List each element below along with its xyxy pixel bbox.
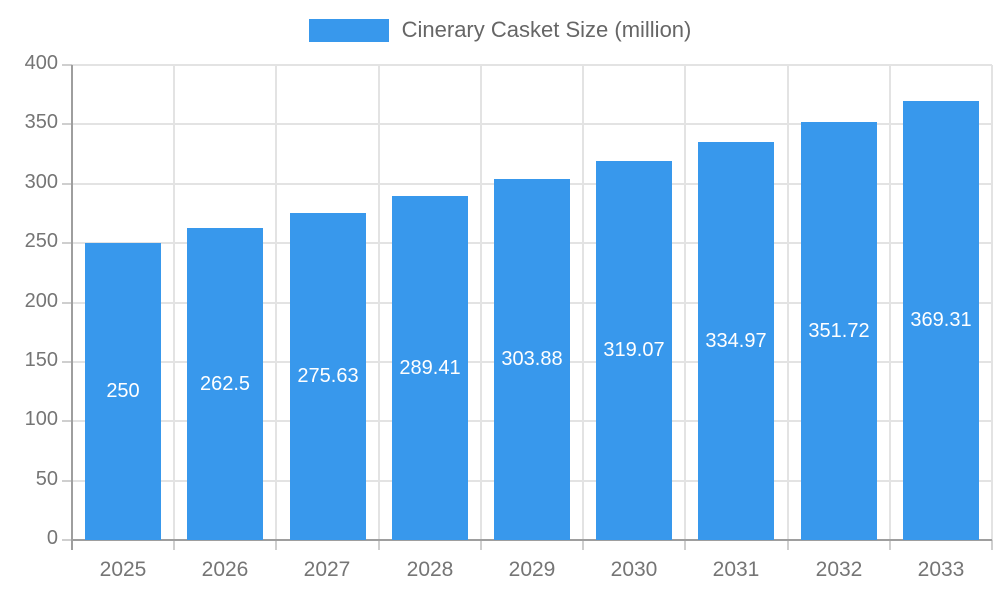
chart-legend[interactable]: Cinerary Casket Size (million): [0, 14, 1000, 46]
gridline-horizontal: [72, 64, 992, 66]
bar[interactable]: 262.5: [187, 228, 263, 540]
gridline-vertical: [173, 65, 175, 540]
bar[interactable]: 319.07: [596, 161, 672, 540]
bar[interactable]: 334.97: [698, 142, 774, 540]
y-axis-tick: [62, 64, 72, 66]
y-tick-label: 100: [24, 408, 58, 430]
x-tick-label: 2026: [201, 558, 249, 581]
gridline-vertical: [480, 65, 482, 540]
bar[interactable]: 351.72: [801, 122, 877, 540]
y-tick-label: 350: [24, 111, 58, 133]
y-axis-tick: [62, 123, 72, 125]
y-axis-tick: [62, 420, 72, 422]
gridline-horizontal: [72, 123, 992, 125]
y-axis-tick: [62, 539, 72, 541]
x-tick-label: 2028: [406, 558, 454, 581]
y-tick-label: 150: [24, 349, 58, 371]
x-tick-label: 2029: [508, 558, 556, 581]
x-axis-tick: [991, 540, 993, 550]
x-axis-tick: [889, 540, 891, 550]
legend-swatch: [308, 18, 389, 42]
x-axis-tick: [378, 540, 380, 550]
y-axis-tick: [62, 183, 72, 185]
y-tick-label: 300: [24, 171, 58, 193]
y-axis-line: [71, 65, 73, 550]
gridline-vertical: [378, 65, 380, 540]
x-tick-label: 2032: [815, 558, 863, 581]
x-axis-tick: [480, 540, 482, 550]
bar[interactable]: 369.31: [903, 101, 979, 540]
bar-value-label: 250: [106, 380, 140, 402]
bar[interactable]: 250: [85, 243, 161, 540]
x-axis-tick: [582, 540, 584, 550]
gridline-vertical: [582, 65, 584, 540]
legend-label: Cinerary Casket Size (million): [401, 17, 692, 42]
bar[interactable]: 303.88: [494, 179, 570, 540]
bar-value-label: 262.5: [199, 372, 251, 395]
y-axis-tick: [62, 480, 72, 482]
gridline-vertical: [684, 65, 686, 540]
y-tick-label: 200: [24, 290, 58, 312]
x-tick-label: 2030: [610, 558, 658, 581]
bar[interactable]: 275.63: [290, 213, 366, 540]
x-tick-label: 2031: [712, 558, 760, 581]
gridline-vertical: [275, 65, 277, 540]
y-tick-label: 250: [24, 230, 58, 252]
y-axis-tick: [62, 302, 72, 304]
x-tick-label: 2027: [303, 558, 351, 581]
bar-value-label: 334.97: [705, 329, 767, 352]
gridline-vertical: [889, 65, 891, 540]
x-axis-tick: [787, 540, 789, 550]
bar-value-label: 369.31: [910, 309, 972, 331]
y-axis-tick: [62, 361, 72, 363]
bar-value-label: 303.88: [501, 348, 563, 370]
bar-value-label: 275.63: [297, 365, 359, 387]
y-tick-label: 0: [46, 527, 58, 549]
x-axis-tick: [173, 540, 175, 550]
y-axis-tick: [62, 242, 72, 244]
x-axis-line: [72, 539, 992, 541]
bar-value-label: 351.72: [808, 319, 870, 342]
bar[interactable]: 289.41: [392, 196, 468, 540]
x-tick-label: 2025: [99, 558, 147, 581]
y-tick-label: 400: [24, 52, 58, 74]
x-tick-label: 2033: [917, 558, 965, 581]
bar-value-label: 289.41: [399, 356, 461, 379]
gridline-vertical: [787, 65, 789, 540]
x-axis-tick: [275, 540, 277, 550]
y-tick-label: 50: [35, 468, 58, 490]
gridline-vertical: [991, 65, 993, 540]
bar-value-label: 319.07: [603, 339, 665, 361]
x-axis-tick: [684, 540, 686, 550]
